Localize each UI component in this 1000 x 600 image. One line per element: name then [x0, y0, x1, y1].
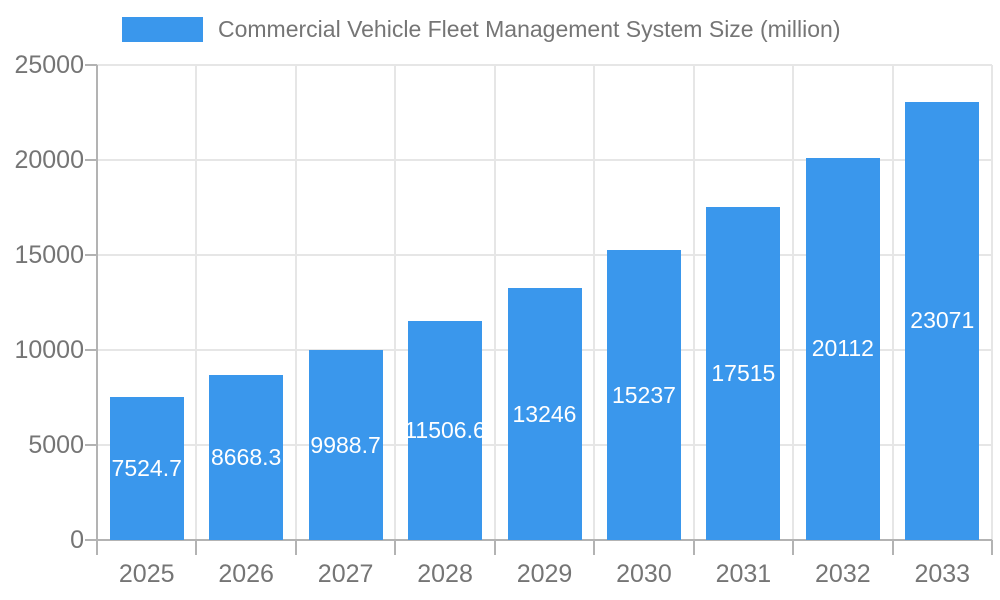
y-axis-line: [96, 65, 98, 555]
x-axis-tick-label: 2027: [317, 560, 374, 588]
y-gridline: [97, 254, 992, 256]
y-tick-mark: [85, 349, 97, 351]
legend-item[interactable]: Commercial Vehicle Fleet Management Syst…: [122, 16, 841, 43]
y-axis-tick-label: 5000: [28, 431, 84, 459]
x-tick-mark: [294, 540, 297, 555]
chart-title: Commercial Vehicle Fleet Management Syst…: [218, 16, 841, 42]
y-gridline: [97, 159, 992, 161]
x-axis-tick-label: 2026: [218, 560, 274, 588]
x-gridline: [493, 65, 496, 540]
x-axis-tick-label: 2028: [417, 560, 473, 588]
y-tick-mark: [85, 254, 97, 256]
x-tick-mark: [493, 540, 496, 555]
x-tick-mark: [593, 540, 596, 555]
bar-value-label: 23071: [910, 307, 975, 334]
bar-value-label: 8668.3: [210, 444, 282, 471]
x-gridline: [891, 65, 894, 540]
x-tick-mark: [394, 540, 397, 555]
bar[interactable]: 15237: [606, 250, 681, 540]
bar[interactable]: 17515: [706, 207, 781, 540]
y-gridline: [97, 64, 992, 66]
x-axis-tick-label: 2029: [516, 560, 573, 588]
bar[interactable]: 13246: [507, 288, 582, 540]
x-gridline: [692, 65, 695, 540]
bar[interactable]: 9988.7: [308, 350, 383, 540]
bar-value-label: 9988.7: [310, 431, 381, 458]
y-axis-tick-label: 0: [70, 526, 84, 554]
x-axis-tick-label: 2033: [914, 560, 971, 588]
x-gridline: [394, 65, 397, 540]
x-gridline: [593, 65, 596, 540]
x-gridline: [792, 65, 795, 540]
x-axis-tick-label: 2030: [616, 560, 672, 588]
x-axis-tick-label: 2032: [815, 560, 871, 588]
bar-value-label: 17515: [711, 360, 776, 387]
y-axis-tick-label: 10000: [14, 336, 84, 364]
x-gridline: [294, 65, 297, 540]
bar[interactable]: 23071: [905, 101, 980, 540]
legend-swatch: [122, 17, 203, 42]
x-tick-mark: [891, 540, 894, 555]
bar[interactable]: 20112: [805, 157, 880, 540]
x-gridline: [991, 65, 993, 540]
bar-value-label: 11506.6: [404, 417, 486, 444]
bar-value-label: 13246: [512, 400, 577, 427]
x-axis-tick-label: 2031: [715, 560, 772, 588]
x-axis-tick-label: 2025: [118, 560, 175, 588]
y-tick-mark: [85, 159, 97, 161]
x-tick-mark: [792, 540, 795, 555]
x-tick-mark: [991, 540, 993, 555]
bar[interactable]: 11506.6: [404, 321, 486, 540]
bar-value-label: 15237: [611, 381, 676, 408]
y-tick-mark: [85, 444, 97, 446]
bar[interactable]: 8668.3: [209, 375, 284, 540]
y-axis-tick-label: 15000: [14, 241, 84, 269]
bar[interactable]: 7524.7: [109, 397, 184, 540]
y-tick-mark: [85, 64, 97, 66]
x-gridline: [195, 65, 198, 540]
y-axis-tick-label: 20000: [14, 146, 84, 174]
x-axis-line: [85, 539, 992, 541]
x-tick-mark: [692, 540, 695, 555]
bar-value-label: 7524.7: [111, 455, 182, 481]
x-tick-mark: [195, 540, 198, 555]
bar-value-label: 20112: [811, 335, 874, 362]
y-axis-tick-label: 25000: [14, 51, 84, 79]
